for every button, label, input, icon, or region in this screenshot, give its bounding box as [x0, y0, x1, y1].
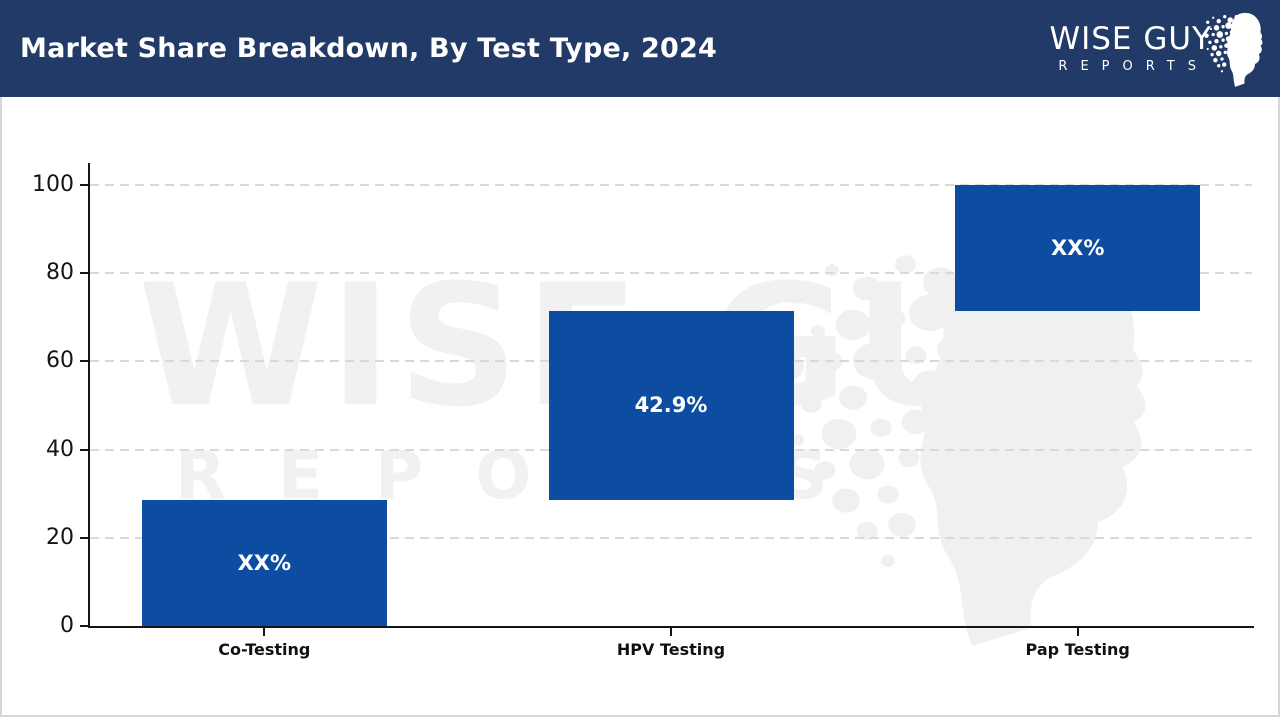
y-tick-mark	[80, 625, 88, 627]
x-axis-line	[88, 626, 1254, 628]
gridline-20	[90, 536, 1252, 539]
page-title: Market Share Breakdown, By Test Type, 20…	[20, 33, 718, 64]
y-tick-label: 20	[46, 524, 74, 550]
y-tick-mark	[80, 536, 88, 539]
y-tick-mark	[80, 184, 88, 187]
bar-value-label: XX%	[1050, 235, 1105, 260]
plot-area: 0 20 40 60 80 100 XX% Co-Testing 42.9% HPV Testin…	[32, 163, 1254, 659]
logo-subtitle: REPORTS	[1058, 58, 1210, 74]
logo-wordmark: WISE GUY	[1049, 20, 1212, 57]
y-tick-mark	[80, 448, 88, 451]
bar-pap-testing: XX%	[955, 185, 1201, 311]
bar-value-label: XX%	[237, 550, 292, 575]
y-tick-mark	[80, 360, 88, 363]
y-tick-mark	[80, 272, 88, 275]
bar-co-testing: XX%	[141, 499, 387, 626]
x-tick-mark	[670, 628, 672, 636]
x-category-label: HPV Testing	[616, 640, 726, 659]
y-tick-label: 40	[46, 436, 74, 462]
logo-text: WISE GUY REPORTS	[1049, 20, 1212, 74]
bar-hpv-testing: 42.9%	[548, 310, 794, 500]
x-category-label: Co-Testing	[218, 640, 311, 659]
y-tick-label: 80	[46, 260, 74, 286]
x-category-label: Pap Testing	[1025, 640, 1130, 659]
gridline-80	[90, 272, 1252, 275]
gridline-100	[90, 184, 1252, 187]
x-tick-mark	[263, 628, 266, 636]
y-axis-line	[88, 163, 90, 628]
bar-value-label: 42.9%	[634, 393, 708, 418]
x-tick-mark	[1076, 628, 1079, 636]
y-tick-label: 60	[46, 348, 74, 374]
y-tick-label: 0	[60, 613, 74, 638]
wise-guy-reports-logo: WISE GUY REPORTS	[1049, 10, 1266, 88]
y-tick-label: 100	[32, 172, 74, 198]
header-bar: Market Share Breakdown, By Test Type, 20…	[0, 0, 1280, 97]
